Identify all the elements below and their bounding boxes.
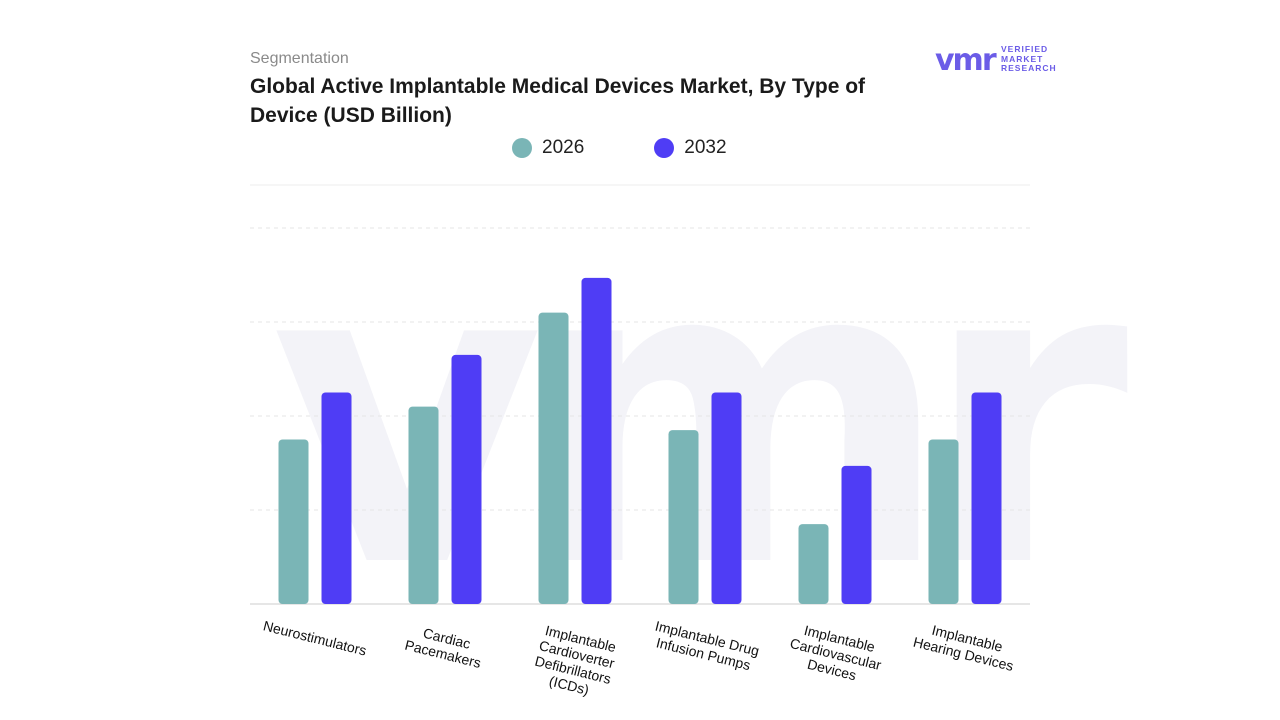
legend-item-2026: 2026 [512,137,584,159]
vmr-logo-icon: vmr [935,44,999,76]
legend-label-2026: 2026 [542,137,585,158]
logo-wordmark: VERIFIED MARKET RESEARCH [1001,44,1057,74]
logo-line-market: MARKET [1001,53,1044,64]
bar-2026-2 [538,312,569,604]
bar-2032-5 [971,392,1002,604]
legend-item-2032: 2032 [654,137,727,159]
bar-2026-1 [408,406,439,604]
bar-2032-1 [451,354,482,604]
bar-2026-3 [668,430,699,604]
bar-2026-5 [928,439,959,604]
legend-label-2032: 2032 [684,137,727,158]
bar-2032-4 [841,465,872,604]
bar-2026-0 [278,439,309,604]
logo-line-verified: VERIFIED [1001,44,1049,54]
bar-2032-3 [711,392,742,604]
bar-2026-4 [798,524,829,604]
bar-2032-0 [321,392,352,604]
bar-2032-2 [581,277,612,604]
segmentation-label: Segmentation [250,50,349,67]
legend-swatch-2032 [654,138,675,158]
legend-swatch-2026 [512,138,532,158]
chart-legend: 2026 2032 [512,136,797,160]
chart-title: Global Active Implantable Medical Device… [250,75,866,127]
logo-mark: vmr [935,44,997,76]
logo-line-research: RESEARCH [1001,63,1057,73]
